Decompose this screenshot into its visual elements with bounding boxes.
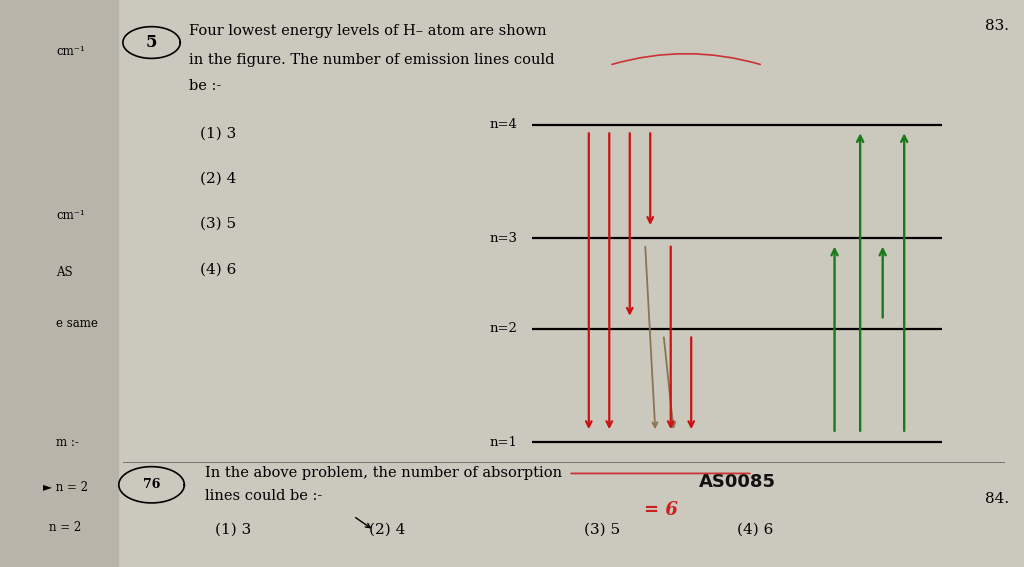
Bar [0,0,118,567]
Text: be :-: be :- [189,79,221,93]
Text: Four lowest energy levels of H– atom are shown: Four lowest energy levels of H– atom are… [189,24,547,38]
Text: n=1: n=1 [489,436,517,448]
Text: (4) 6: (4) 6 [200,263,237,276]
Text: ► n = 2: ► n = 2 [43,481,88,494]
Text: In the above problem, the number of absorption: In the above problem, the number of abso… [205,467,562,480]
Text: = 6: = 6 [643,501,678,519]
Text: (1) 3: (1) 3 [215,523,251,537]
Text: (2) 4: (2) 4 [200,172,237,185]
Text: in the figure. The number of emission lines could: in the figure. The number of emission li… [189,53,555,66]
Text: n=2: n=2 [489,323,517,335]
Text: n=4: n=4 [489,119,517,131]
Text: 5: 5 [145,34,158,51]
Text: 76: 76 [143,479,160,491]
Text: e same: e same [56,317,98,329]
Text: n=3: n=3 [489,232,517,244]
Text: 83.: 83. [985,19,1009,32]
Text: (3) 5: (3) 5 [200,217,236,231]
Text: (1) 3: (1) 3 [200,126,236,140]
Text: lines could be :-: lines could be :- [205,489,323,503]
Text: AS: AS [56,266,73,278]
Text: AS0085: AS0085 [698,473,776,491]
Text: (4) 6: (4) 6 [737,523,774,537]
Text: cm⁻¹: cm⁻¹ [56,45,85,57]
Text: (3) 5: (3) 5 [584,523,620,537]
Text: n = 2: n = 2 [49,521,81,534]
Text: 84.: 84. [984,492,1009,506]
Text: cm⁻¹: cm⁻¹ [56,209,85,222]
Text: m :-: m :- [56,436,79,448]
Text: (2) 4: (2) 4 [369,523,406,537]
